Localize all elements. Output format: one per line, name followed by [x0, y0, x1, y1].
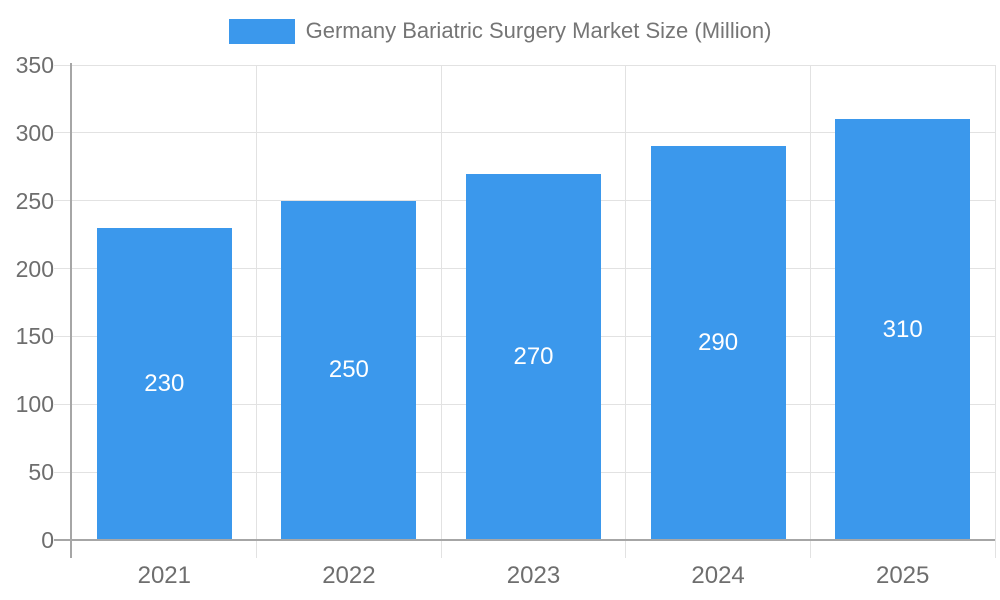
- y-axis-label: 50: [28, 459, 54, 486]
- x-axis-label: 2024: [691, 562, 745, 589]
- legend-swatch: [228, 18, 295, 44]
- y-axis-label: 250: [15, 187, 54, 214]
- bar-value-label: 250: [328, 356, 369, 384]
- y-tick-mark: [54, 403, 72, 405]
- x-axis-line: [54, 539, 995, 541]
- y-axis-label: 350: [15, 52, 54, 78]
- y-gridline: [72, 132, 995, 134]
- y-tick-mark: [54, 268, 72, 270]
- bar-2025[interactable]: 310: [835, 119, 971, 540]
- y-tick-mark: [54, 64, 72, 66]
- x-axis-label: 2022: [322, 562, 376, 589]
- x-gridline: [809, 65, 811, 540]
- y-tick-mark: [54, 335, 72, 337]
- x-tick-mark: [809, 540, 811, 558]
- x-tick-mark: [994, 540, 996, 558]
- bar-value-label: 310: [882, 315, 923, 343]
- bar-2023[interactable]: 270: [466, 173, 601, 540]
- y-tick-mark: [54, 200, 72, 202]
- bar-2021[interactable]: 230: [96, 227, 232, 540]
- y-tick-mark: [54, 471, 72, 473]
- bar-value-label: 290: [698, 329, 739, 357]
- bar-2024[interactable]: 290: [650, 146, 786, 540]
- bar-value-label: 230: [144, 369, 185, 397]
- x-gridline: [256, 65, 258, 540]
- chart-legend[interactable]: Germany Bariatric Surgery Market Size (M…: [0, 15, 1000, 47]
- x-axis-label: 2025: [875, 562, 930, 589]
- bar-value-label: 270: [513, 342, 554, 370]
- x-tick-mark: [625, 540, 627, 558]
- y-tick-mark: [54, 132, 72, 134]
- y-axis-label: 150: [15, 323, 54, 350]
- x-tick-mark: [256, 540, 258, 558]
- x-axis-label: 2021: [137, 562, 191, 589]
- y-axis-label: 0: [41, 527, 54, 553]
- y-gridline: [72, 64, 995, 66]
- y-axis-label: 100: [15, 391, 54, 418]
- y-axis-line: [70, 63, 72, 558]
- bar-2022[interactable]: 250: [281, 200, 417, 540]
- x-gridline: [625, 65, 627, 540]
- y-axis-label: 200: [15, 255, 54, 282]
- y-axis-label: 300: [15, 119, 54, 146]
- x-tick-mark: [440, 540, 442, 558]
- x-axis-label: 2023: [506, 562, 561, 589]
- x-gridline: [440, 65, 442, 540]
- x-gridline: [994, 65, 996, 540]
- legend-label: Germany Bariatric Surgery Market Size (M…: [305, 18, 772, 43]
